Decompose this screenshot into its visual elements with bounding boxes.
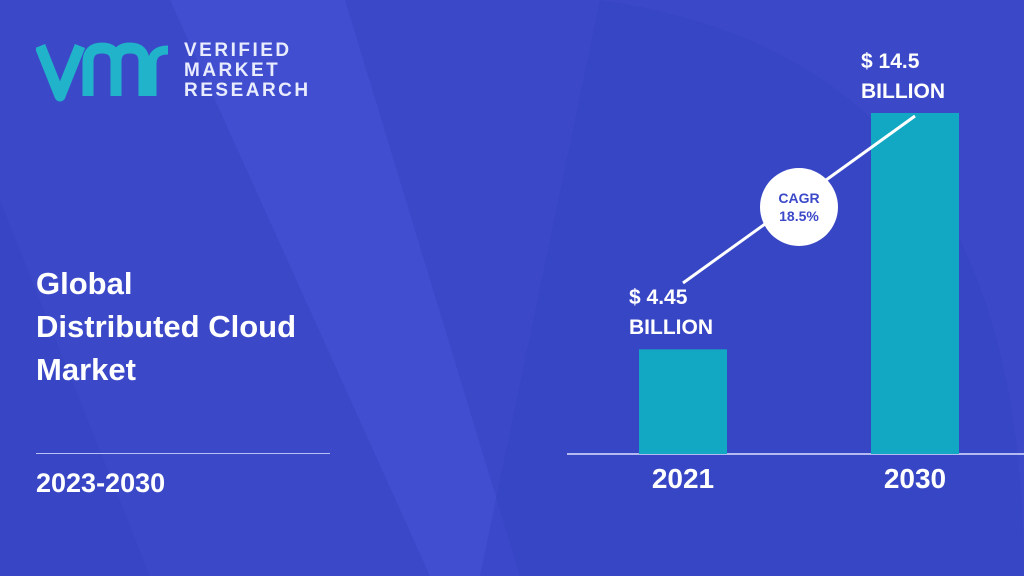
bar-2021 — [639, 349, 727, 454]
x-tick-2030: 2030 — [883, 463, 947, 494]
title-line3: Market — [36, 352, 136, 387]
title-line2: Distributed Cloud — [36, 309, 297, 344]
forecast-period: 2023-2030 — [36, 468, 166, 498]
bar-2021-unit: BILLION — [629, 316, 713, 340]
brand-line3: RESEARCH — [184, 80, 311, 101]
cagr-label: CAGR — [778, 190, 820, 206]
cagr-badge: CAGR 18.5% — [760, 168, 838, 246]
brand-line1: VERIFIED — [184, 40, 292, 61]
cagr-value: 18.5% — [779, 208, 819, 224]
bar-2021-value-label: $ 4.45 BILLION — [629, 283, 713, 343]
title-line1: Global — [36, 266, 133, 301]
title-divider — [36, 453, 330, 454]
bar-2030-value-label: $ 14.5 BILLION — [861, 47, 945, 107]
vmr-logo-icon — [36, 42, 169, 102]
bar-2021-value: $ 4.45 — [629, 286, 688, 310]
brand-name: VERIFIED MARKET RESEARCH — [184, 41, 311, 101]
bar-2030-unit: BILLION — [861, 80, 945, 103]
bar-2030 — [871, 113, 959, 454]
bar-2030-value: $ 14.5 — [861, 50, 920, 73]
brand-line2: MARKET — [184, 60, 281, 81]
page-title: Global Distributed Cloud Market — [36, 262, 396, 391]
x-tick-2021: 2021 — [651, 463, 715, 494]
brand-logo: VERIFIED MARKET RESEARCH — [36, 40, 311, 102]
